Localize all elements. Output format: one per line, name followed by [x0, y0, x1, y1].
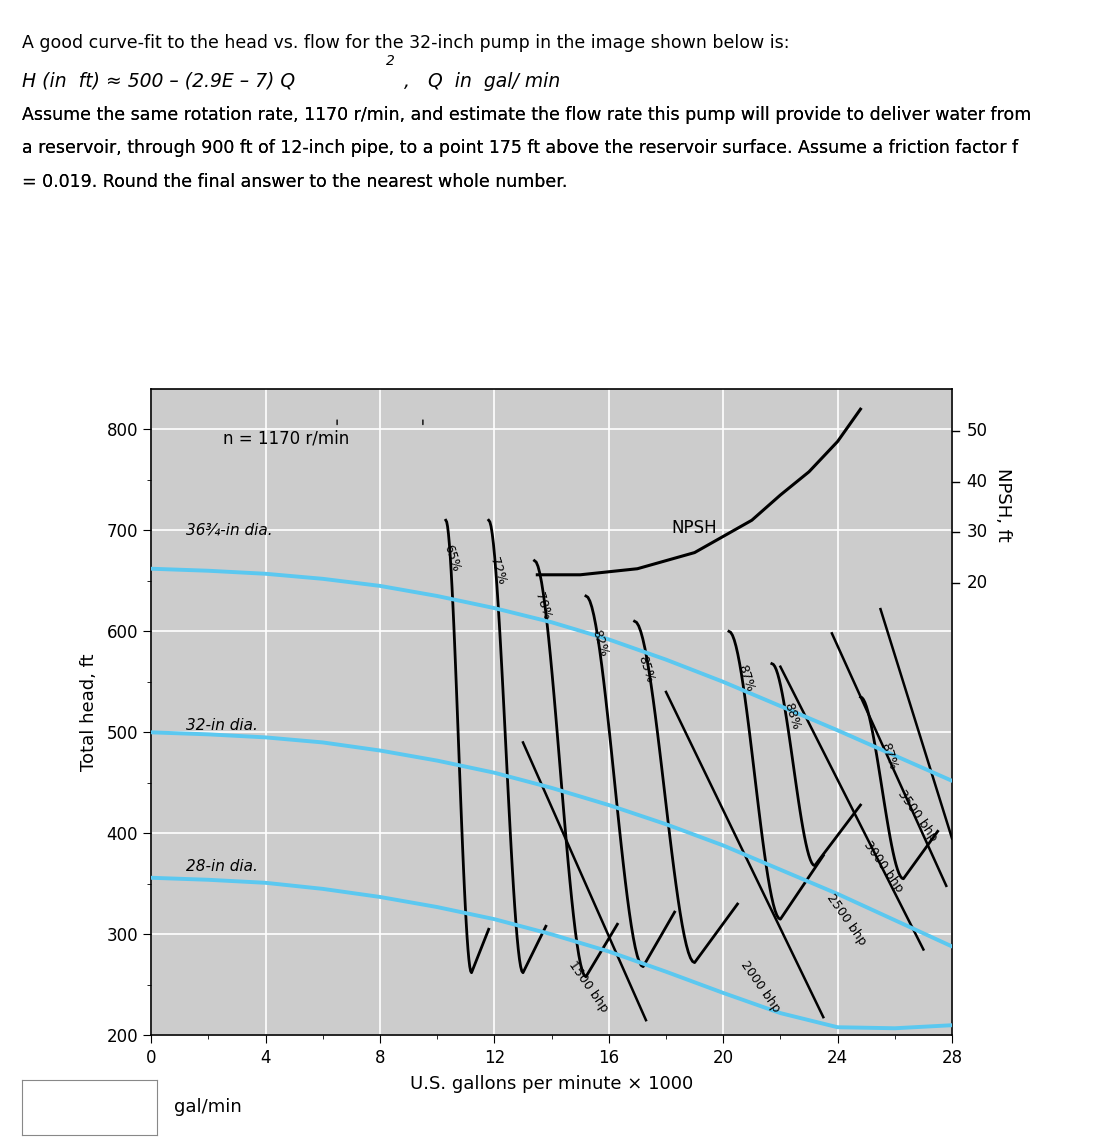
Text: 3000 bhp: 3000 bhp [861, 839, 906, 895]
Text: NPSH, ft: NPSH, ft [995, 468, 1012, 542]
Text: gal/min: gal/min [174, 1098, 241, 1117]
Text: ,   Q  in  gal/ min: , Q in gal/ min [398, 72, 560, 92]
Text: 1500 bhp: 1500 bhp [567, 959, 612, 1015]
Text: 40: 40 [967, 472, 988, 491]
Text: Assume the same rotation rate, 1170 r/min, and estimate the flow rate this pump : Assume the same rotation rate, 1170 r/mi… [22, 106, 1032, 124]
Text: 30: 30 [967, 523, 988, 541]
Text: 32-in dia.: 32-in dia. [186, 717, 258, 733]
Text: 87%: 87% [878, 741, 899, 772]
Text: a reservoir, through 900 ft of 12-inch pipe, to a point 175 ft above the reservo: a reservoir, through 900 ft of 12-inch p… [22, 140, 1018, 157]
Text: 2: 2 [386, 54, 395, 67]
Text: = 0.019. Round the final answer to the nearest whole number.: = 0.019. Round the final answer to the n… [22, 173, 568, 191]
Text: a reservoir, through 900 ft of 12-inch pipe, to a point 175 ft above the reservo: a reservoir, through 900 ft of 12-inch p… [22, 140, 1018, 157]
Text: 88%: 88% [782, 701, 802, 731]
Text: 50: 50 [967, 422, 988, 440]
X-axis label: U.S. gallons per minute × 1000: U.S. gallons per minute × 1000 [410, 1075, 693, 1093]
Text: 72%: 72% [487, 556, 507, 586]
Text: H (in  ft) ≈ 500 – (2.9E – 7) Q: H (in ft) ≈ 500 – (2.9E – 7) Q [22, 72, 296, 92]
Text: Assume the same rotation rate, 1170 r/min, and estimate the flow rate this pump : Assume the same rotation rate, 1170 r/mi… [22, 106, 1032, 124]
Text: 20: 20 [967, 574, 988, 591]
Text: NPSH: NPSH [672, 519, 718, 538]
Y-axis label: Total head, ft: Total head, ft [80, 653, 99, 771]
Text: 82%: 82% [590, 628, 610, 659]
Text: 85%: 85% [635, 654, 656, 685]
Text: 2500 bhp: 2500 bhp [824, 891, 869, 947]
Text: 2000 bhp: 2000 bhp [738, 959, 783, 1015]
Text: 78%: 78% [532, 590, 553, 621]
Text: 87%: 87% [736, 662, 757, 693]
Text: 3500 bhp: 3500 bhp [895, 787, 940, 843]
Text: A good curve-fit to the head vs. flow for the 32-inch pump in the image shown be: A good curve-fit to the head vs. flow fo… [22, 34, 790, 51]
Text: 28-in dia.: 28-in dia. [186, 859, 258, 874]
Text: 36¾-in dia.: 36¾-in dia. [186, 523, 272, 538]
Text: = 0.019. Round the final answer to the nearest whole number.: = 0.019. Round the final answer to the n… [22, 173, 568, 191]
Text: 65%: 65% [441, 543, 461, 574]
Text: n = 1170 r/min: n = 1170 r/min [223, 429, 349, 447]
